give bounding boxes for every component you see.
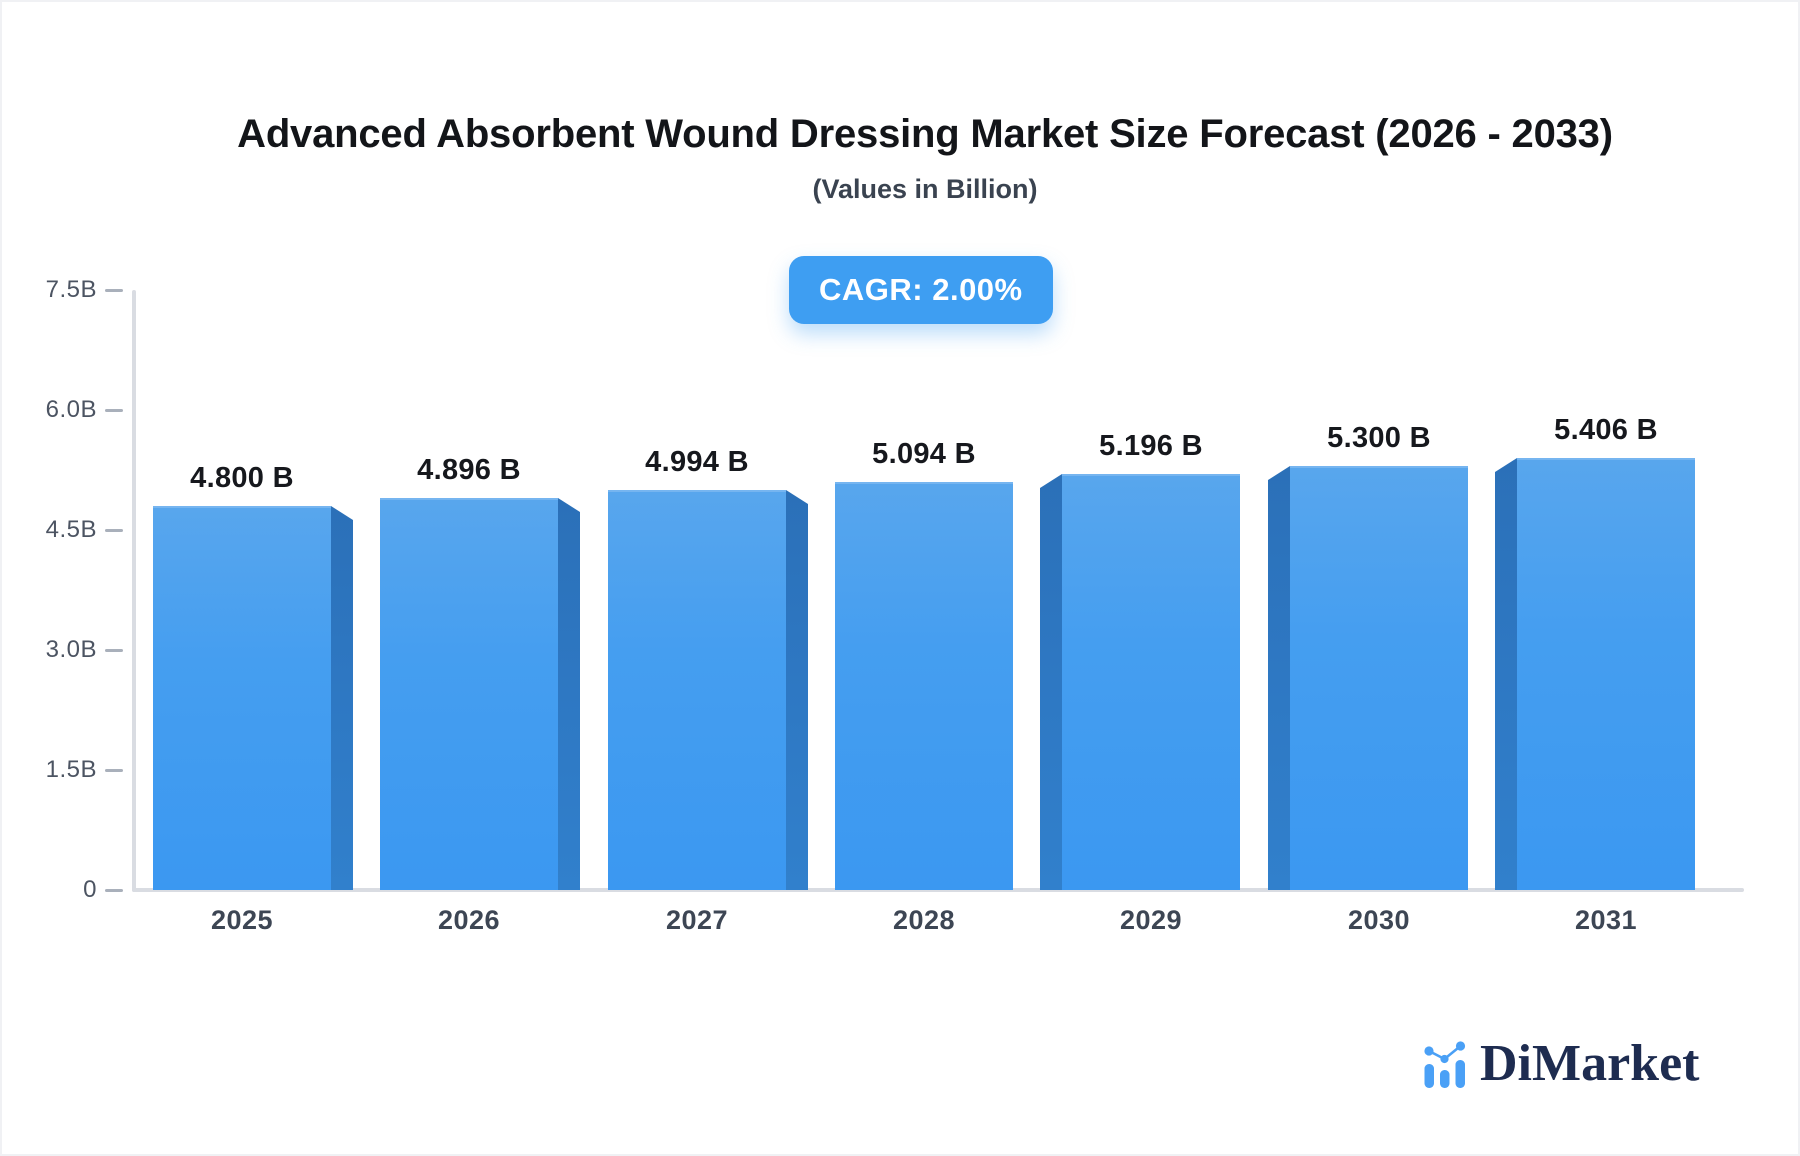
bar-face [153, 506, 331, 890]
y-tick-mark [105, 648, 123, 652]
bar-value-label: 4.800 B [190, 462, 294, 494]
x-axis-label: 2025 [210, 905, 274, 935]
chart-title: Advanced Absorbent Wound Dressing Market… [237, 112, 1613, 156]
y-tick-label: 4.5B [45, 516, 97, 543]
bar-face [1517, 458, 1695, 890]
bar-chart-trend-icon [1424, 1041, 1466, 1088]
bar-value-label: 5.406 B [1554, 414, 1658, 446]
bar [835, 482, 1013, 890]
bar-side [1495, 458, 1517, 890]
x-axis-label: 2030 [1347, 905, 1411, 935]
bar-side [558, 498, 580, 890]
y-tick-mark [105, 528, 123, 532]
bar [608, 490, 808, 890]
cagr-badge: CAGR: 2.00% [789, 256, 1053, 324]
bar-face [1062, 474, 1240, 890]
x-axis-label: 2028 [892, 905, 956, 935]
bar-side [331, 506, 353, 890]
x-axis-label: 2031 [1574, 905, 1638, 935]
bar-side [1268, 466, 1290, 890]
bar-face [380, 498, 558, 890]
bar [153, 506, 353, 890]
chart-subtitle: (Values in Billion) [812, 174, 1038, 204]
bar-face [608, 490, 786, 890]
y-tick-label: 0 [83, 876, 97, 903]
bar-value-label: 4.994 B [645, 446, 749, 478]
bar [1040, 474, 1240, 890]
y-tick-mark [105, 768, 123, 772]
bar-value-label: 4.896 B [417, 454, 521, 486]
x-axis-label: 2027 [665, 905, 729, 935]
y-tick-mark [105, 888, 123, 892]
y-tick-label: 1.5B [45, 756, 97, 783]
bar [1268, 466, 1468, 890]
bar [380, 498, 580, 890]
bar-value-label: 5.300 B [1327, 422, 1431, 454]
bar-side [786, 490, 808, 890]
y-tick-mark [105, 408, 123, 412]
bar-value-label: 5.196 B [1099, 430, 1203, 462]
y-axis-line [132, 290, 136, 892]
logo-text: DiMarket [1480, 1035, 1700, 1093]
y-tick-label: 7.5B [45, 276, 97, 303]
bar-side [1040, 474, 1062, 890]
x-axis-line [132, 888, 1744, 892]
y-tick-mark [105, 288, 123, 292]
bar [1495, 458, 1695, 890]
y-tick-label: 6.0B [45, 396, 97, 423]
x-axis-label: 2029 [1119, 905, 1183, 935]
brand-logo: DiMarket [1422, 1035, 1700, 1093]
y-tick-label: 3.0B [45, 636, 97, 663]
x-axis-label: 2026 [437, 905, 501, 935]
bar-face [1290, 466, 1468, 890]
bar-value-label: 5.094 B [872, 438, 976, 470]
bar-face [835, 482, 1013, 890]
